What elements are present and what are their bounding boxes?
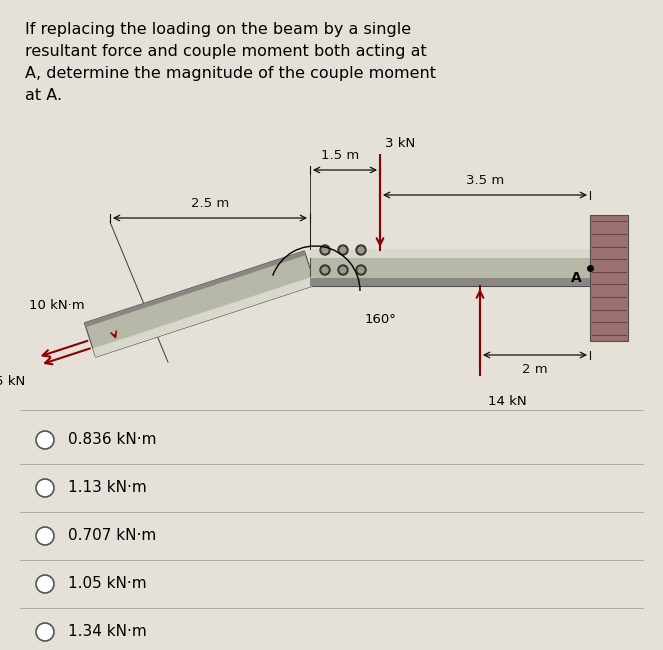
Circle shape (36, 575, 54, 593)
Text: 2.5 m: 2.5 m (191, 197, 229, 210)
Polygon shape (310, 250, 590, 258)
Circle shape (322, 267, 328, 273)
Circle shape (338, 245, 348, 255)
Polygon shape (84, 251, 316, 357)
Text: A: A (572, 271, 582, 285)
Text: If replacing the loading on the beam by a single: If replacing the loading on the beam by … (25, 22, 411, 37)
Text: 0.707 kN·m: 0.707 kN·m (68, 528, 156, 543)
Text: 1.34 kN·m: 1.34 kN·m (68, 625, 147, 640)
Text: 1.05 kN·m: 1.05 kN·m (68, 577, 147, 592)
Circle shape (320, 245, 330, 255)
Circle shape (356, 245, 366, 255)
Circle shape (36, 527, 54, 545)
Circle shape (358, 267, 364, 273)
Text: 5 kN: 5 kN (0, 375, 26, 388)
Polygon shape (84, 251, 306, 327)
Circle shape (358, 247, 364, 253)
Polygon shape (310, 278, 590, 286)
Text: at A.: at A. (25, 88, 62, 103)
Text: 1.5 m: 1.5 m (321, 149, 359, 162)
Text: 0.836 kN·m: 0.836 kN·m (68, 432, 156, 447)
Text: 3.5 m: 3.5 m (466, 174, 504, 187)
Circle shape (340, 247, 346, 253)
Text: 14 kN: 14 kN (488, 395, 526, 408)
Polygon shape (93, 276, 316, 357)
Text: resultant force and couple moment both acting at: resultant force and couple moment both a… (25, 44, 427, 59)
Circle shape (340, 267, 346, 273)
Text: 160°: 160° (365, 313, 397, 326)
Polygon shape (310, 250, 590, 286)
Circle shape (322, 247, 328, 253)
Circle shape (356, 265, 366, 275)
Text: 10 kN·m: 10 kN·m (29, 299, 85, 312)
Circle shape (338, 265, 348, 275)
Circle shape (320, 265, 330, 275)
Polygon shape (590, 215, 628, 341)
Circle shape (36, 623, 54, 641)
Circle shape (36, 431, 54, 449)
Text: 1.13 kN·m: 1.13 kN·m (68, 480, 147, 495)
Text: A, determine the magnitude of the couple moment: A, determine the magnitude of the couple… (25, 66, 436, 81)
Circle shape (36, 479, 54, 497)
Text: 2 m: 2 m (522, 363, 548, 376)
Text: 3 kN: 3 kN (385, 137, 415, 150)
